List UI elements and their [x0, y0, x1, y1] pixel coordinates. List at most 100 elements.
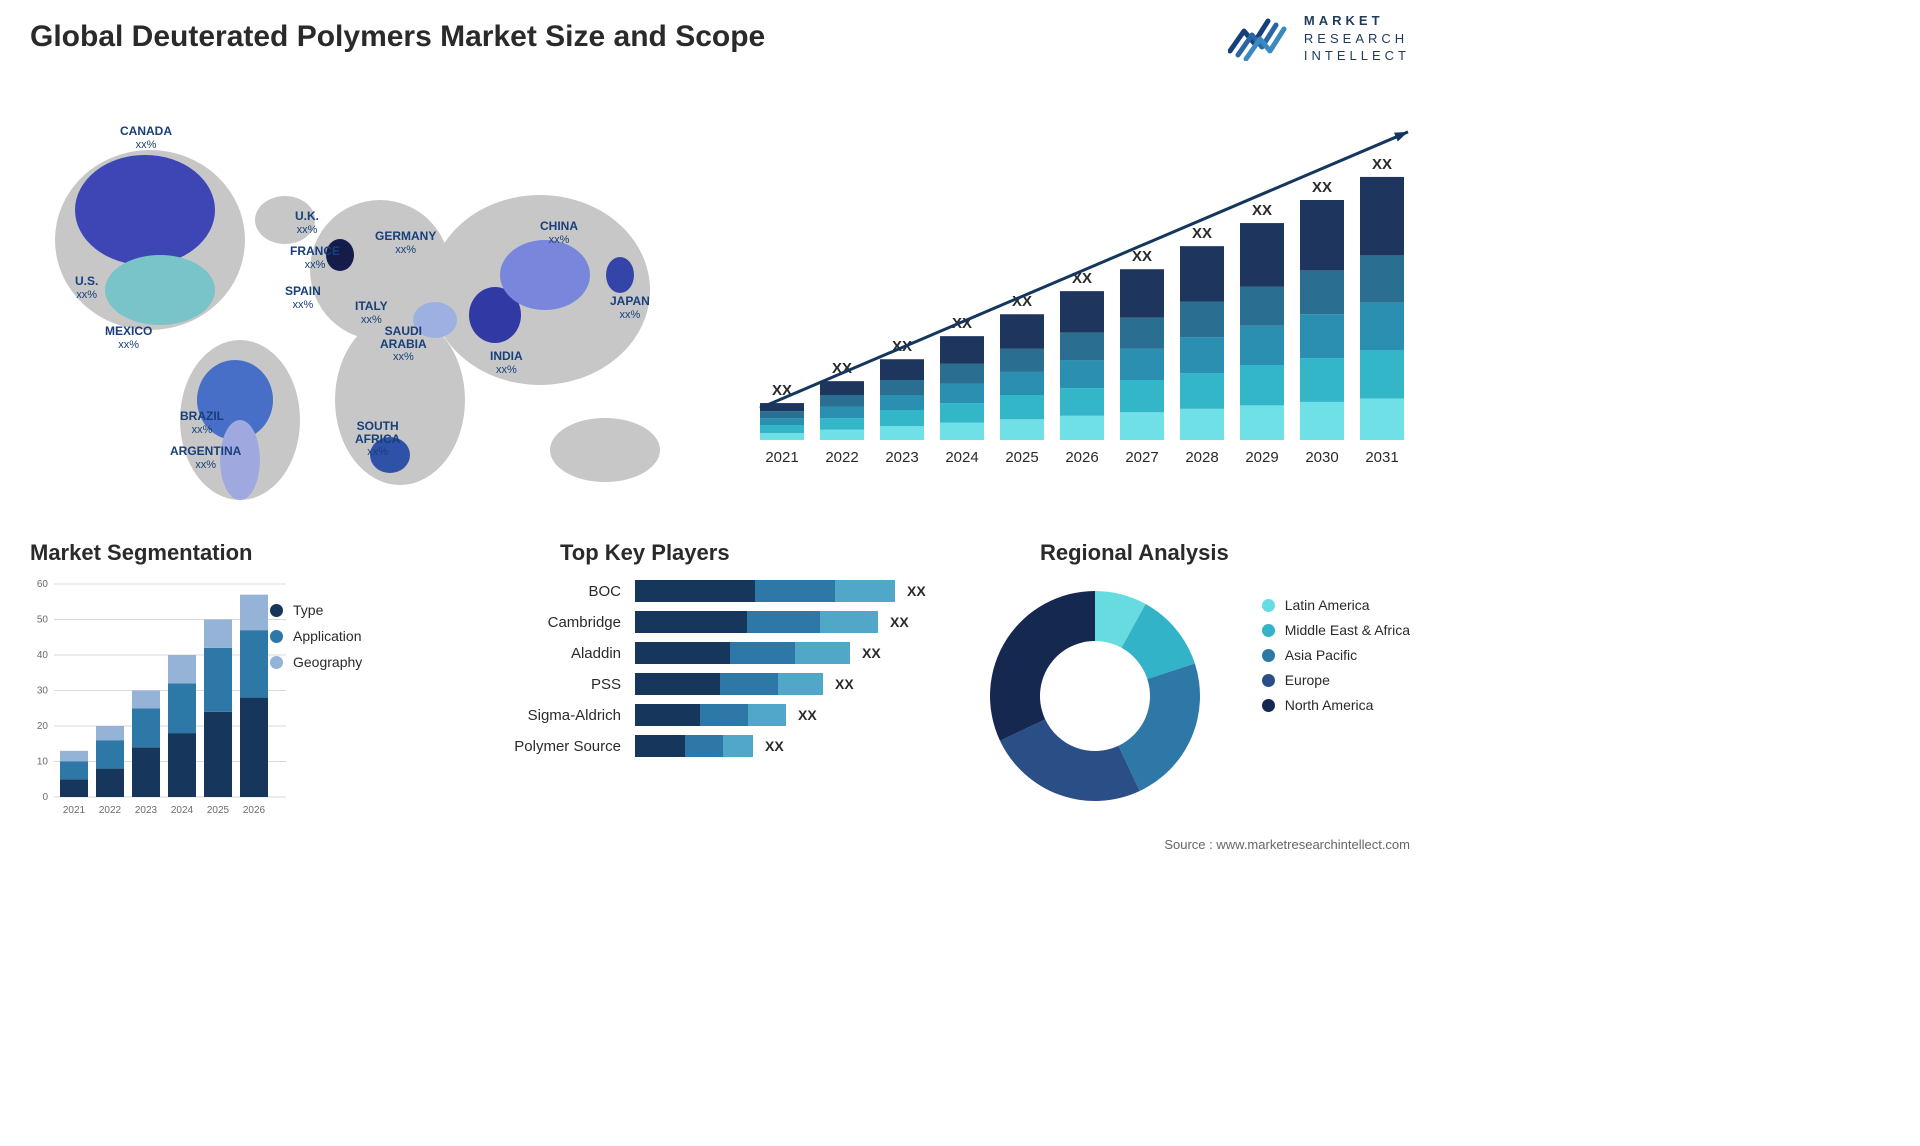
- legend-swatch: [1262, 699, 1275, 712]
- svg-text:2027: 2027: [1125, 449, 1158, 466]
- regional-donut-svg: [980, 576, 1210, 806]
- legend-label: North America: [1285, 697, 1374, 713]
- player-row: AladdinXX: [500, 642, 960, 664]
- legend-label: Latin America: [1285, 597, 1370, 613]
- logo-line1: MARKET: [1304, 12, 1410, 30]
- legend-swatch: [270, 656, 283, 669]
- player-row: Polymer Source XX: [500, 735, 960, 757]
- legend-label: Europe: [1285, 672, 1330, 688]
- player-bar-segment: [685, 735, 723, 757]
- svg-text:2021: 2021: [765, 449, 798, 466]
- player-value: XX: [890, 614, 909, 630]
- map-label-south-africa: SOUTHAFRICAxx%: [355, 420, 400, 459]
- player-row: Sigma-Aldrich XX: [500, 704, 960, 726]
- player-name: PSS: [500, 676, 635, 693]
- svg-text:XX: XX: [1252, 202, 1272, 219]
- player-bar-segment: [723, 735, 753, 757]
- legend-label: Asia Pacific: [1285, 647, 1357, 663]
- svg-text:XX: XX: [1132, 248, 1152, 265]
- player-bar-segment: [700, 704, 748, 726]
- segmentation-legend: Type Application Geography: [270, 592, 362, 680]
- regional-legend-item: North America: [1262, 697, 1410, 713]
- player-bar: [635, 642, 850, 664]
- legend-label: Geography: [293, 654, 362, 670]
- segmentation-chart-svg: 0102030405060202120222023202420252026: [30, 576, 290, 821]
- svg-text:2030: 2030: [1305, 449, 1338, 466]
- logo-mark-icon: [1228, 15, 1292, 61]
- legend-label: Application: [293, 628, 362, 644]
- player-value: XX: [835, 676, 854, 692]
- player-name: Sigma-Aldrich: [500, 707, 635, 724]
- brand-logo: MARKET RESEARCH INTELLECT: [1228, 12, 1410, 65]
- map-label-argentina: ARGENTINAxx%: [170, 445, 241, 471]
- player-bar-segment: [820, 611, 878, 633]
- svg-text:2023: 2023: [135, 805, 158, 816]
- svg-text:XX: XX: [1312, 179, 1332, 196]
- svg-text:XX: XX: [1192, 225, 1212, 242]
- svg-text:XX: XX: [1372, 156, 1392, 173]
- player-row: Cambridge XX: [500, 611, 960, 633]
- legend-label: Type: [293, 602, 323, 618]
- world-map: CANADAxx%U.S.xx%MEXICOxx%BRAZILxx%ARGENT…: [40, 100, 710, 500]
- map-label-spain: SPAINxx%: [285, 285, 321, 311]
- regional-legend-item: Europe: [1262, 672, 1410, 688]
- map-label-italy: ITALYxx%: [355, 300, 388, 326]
- player-bar: [635, 735, 753, 757]
- map-label-japan: JAPANxx%: [610, 295, 650, 321]
- svg-text:50: 50: [37, 615, 49, 626]
- svg-text:2023: 2023: [885, 449, 918, 466]
- regional-legend-item: Middle East & Africa: [1262, 622, 1410, 638]
- player-name: Cambridge: [500, 614, 635, 631]
- player-bar-segment: [635, 673, 720, 695]
- map-label-france: FRANCExx%: [290, 245, 340, 271]
- player-row: BOCXX: [500, 580, 960, 602]
- logo-text: MARKET RESEARCH INTELLECT: [1304, 12, 1410, 65]
- map-label-u-s-: U.S.xx%: [75, 275, 98, 301]
- source-label: Source : www.marketresearchintellect.com: [1164, 837, 1410, 852]
- player-bar-segment: [635, 580, 755, 602]
- player-bar: [635, 673, 823, 695]
- svg-text:2024: 2024: [945, 449, 978, 466]
- page-title: Global Deuterated Polymers Market Size a…: [30, 20, 765, 54]
- player-bar-segment: [635, 611, 747, 633]
- legend-swatch: [1262, 674, 1275, 687]
- map-label-mexico: MEXICOxx%: [105, 325, 152, 351]
- logo-line2: RESEARCH: [1304, 30, 1410, 48]
- player-name: Polymer Source: [500, 738, 635, 755]
- segmentation-legend-item: Application: [270, 628, 362, 644]
- player-name: Aladdin: [500, 645, 635, 662]
- regional-legend-item: Asia Pacific: [1262, 647, 1410, 663]
- svg-text:20: 20: [37, 721, 49, 732]
- legend-swatch: [1262, 649, 1275, 662]
- segmentation-legend-item: Type: [270, 602, 362, 618]
- svg-text:60: 60: [37, 579, 49, 590]
- player-value: XX: [798, 707, 817, 723]
- map-label-brazil: BRAZILxx%: [180, 410, 224, 436]
- player-value: XX: [765, 738, 784, 754]
- legend-swatch: [1262, 624, 1275, 637]
- logo-line3: INTELLECT: [1304, 47, 1410, 65]
- svg-text:10: 10: [37, 757, 49, 768]
- svg-text:2022: 2022: [825, 449, 858, 466]
- player-row: PSS XX: [500, 673, 960, 695]
- segmentation-chart: 0102030405060202120222023202420252026: [30, 540, 460, 810]
- legend-label: Middle East & Africa: [1285, 622, 1410, 638]
- market-size-chart: XX2021XX2022XX2023XX2024XX2025XX2026XX20…: [750, 100, 1410, 480]
- player-bar: [635, 580, 895, 602]
- svg-text:2021: 2021: [63, 805, 86, 816]
- map-label-u-k-: U.K.xx%: [295, 210, 319, 236]
- player-value: XX: [907, 583, 926, 599]
- player-bar: [635, 704, 786, 726]
- svg-text:30: 30: [37, 686, 49, 697]
- segmentation-legend-item: Geography: [270, 654, 362, 670]
- player-bar-segment: [747, 611, 820, 633]
- player-bar: [635, 611, 878, 633]
- svg-text:2025: 2025: [207, 805, 230, 816]
- svg-text:2024: 2024: [171, 805, 194, 816]
- svg-text:2025: 2025: [1005, 449, 1038, 466]
- player-bar-segment: [635, 735, 685, 757]
- player-bar-segment: [730, 642, 795, 664]
- player-bar-segment: [720, 673, 778, 695]
- svg-text:2026: 2026: [1065, 449, 1098, 466]
- legend-swatch: [270, 604, 283, 617]
